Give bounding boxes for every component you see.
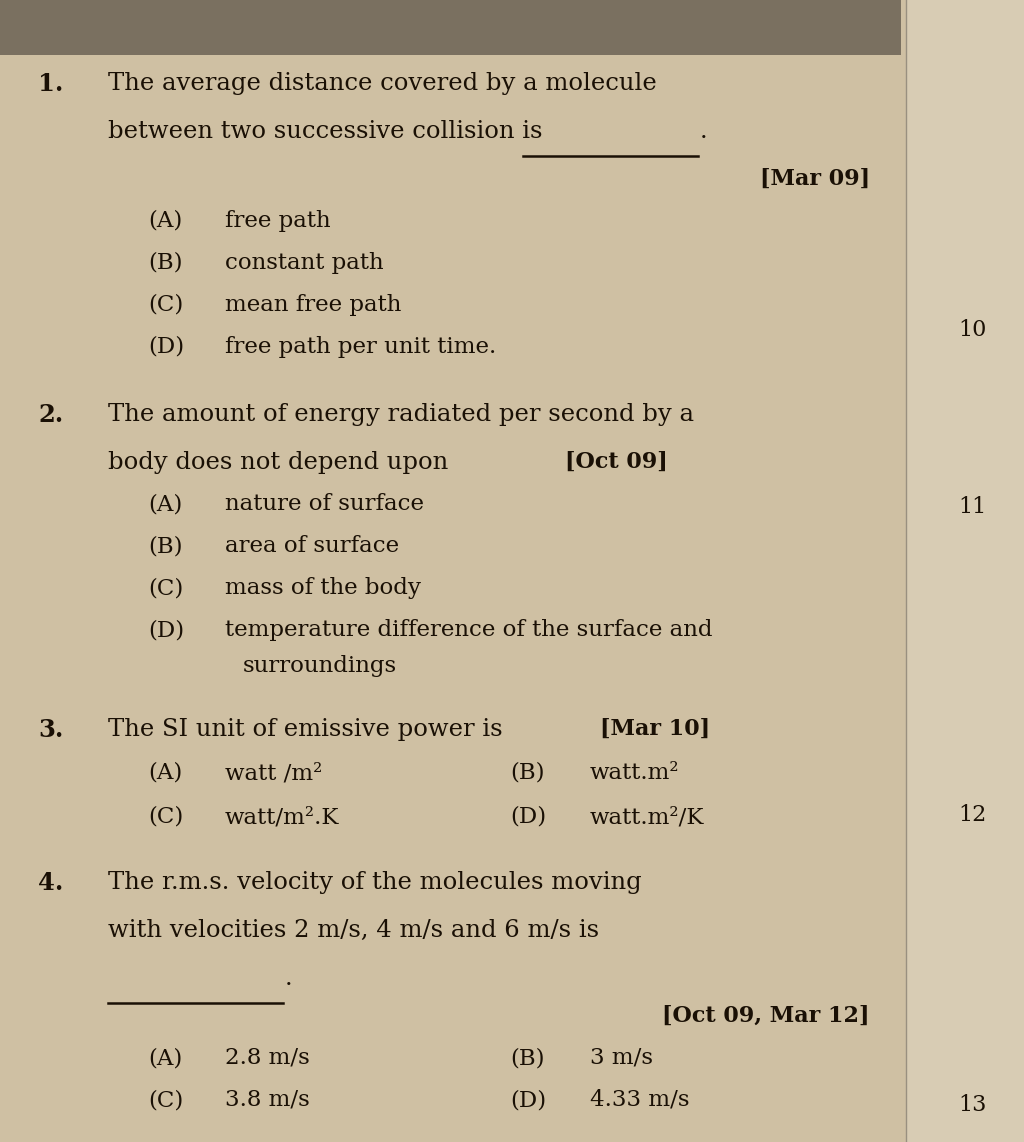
Text: 3.: 3.: [38, 718, 63, 742]
Text: area of surface: area of surface: [225, 534, 399, 557]
Text: 13: 13: [958, 1094, 987, 1116]
Text: 4.33 m/s: 4.33 m/s: [590, 1089, 689, 1111]
Text: body does not depend upon: body does not depend upon: [108, 451, 449, 474]
Text: (C): (C): [148, 1089, 183, 1111]
Text: 2.8 m/s: 2.8 m/s: [225, 1047, 309, 1069]
Text: [Mar 09]: [Mar 09]: [760, 168, 870, 190]
Text: (B): (B): [148, 252, 182, 274]
Text: 12: 12: [958, 804, 987, 826]
Text: (D): (D): [510, 806, 546, 828]
Text: watt/m².K: watt/m².K: [225, 806, 339, 828]
Text: 2.: 2.: [38, 403, 63, 427]
Text: (D): (D): [510, 1089, 546, 1111]
Text: (A): (A): [148, 210, 182, 232]
Text: (A): (A): [148, 762, 182, 785]
Text: 11: 11: [958, 496, 987, 518]
Text: The average distance covered by a molecule: The average distance covered by a molecu…: [108, 72, 656, 95]
Text: (A): (A): [148, 493, 182, 515]
Text: (C): (C): [148, 293, 183, 316]
Text: .: .: [285, 967, 293, 990]
Text: with velocities 2 m/s, 4 m/s and 6 m/s is: with velocities 2 m/s, 4 m/s and 6 m/s i…: [108, 919, 599, 942]
Bar: [906, 0, 1024, 1142]
Text: between two successive collision is: between two successive collision is: [108, 120, 543, 143]
Text: [Mar 10]: [Mar 10]: [600, 718, 710, 740]
Text: watt.m²: watt.m²: [590, 762, 680, 785]
Text: (C): (C): [148, 806, 183, 828]
Text: 4.: 4.: [38, 871, 63, 895]
Text: (B): (B): [510, 1047, 545, 1069]
Text: The SI unit of emissive power is: The SI unit of emissive power is: [108, 718, 503, 741]
Text: 10: 10: [958, 319, 987, 341]
Text: [Oct 09]: [Oct 09]: [565, 451, 668, 473]
Text: 3.8 m/s: 3.8 m/s: [225, 1089, 309, 1111]
Text: 1.: 1.: [38, 72, 63, 96]
Text: (A): (A): [148, 1047, 182, 1069]
Text: watt /m²: watt /m²: [225, 762, 323, 785]
Text: (C): (C): [148, 577, 183, 600]
Text: (D): (D): [148, 336, 184, 357]
Text: free path: free path: [225, 210, 331, 232]
Text: mean free path: mean free path: [225, 293, 401, 316]
Text: (B): (B): [148, 534, 182, 557]
Text: mass of the body: mass of the body: [225, 577, 421, 600]
Text: .: .: [700, 120, 708, 143]
Text: 3 m/s: 3 m/s: [590, 1047, 653, 1069]
Text: watt.m²/K: watt.m²/K: [590, 806, 705, 828]
Text: surroundings: surroundings: [243, 656, 397, 677]
Text: constant path: constant path: [225, 252, 384, 274]
Text: (B): (B): [510, 762, 545, 785]
Text: The r.m.s. velocity of the molecules moving: The r.m.s. velocity of the molecules mov…: [108, 871, 642, 894]
Text: The amount of energy radiated per second by a: The amount of energy radiated per second…: [108, 403, 694, 426]
Text: (D): (D): [148, 619, 184, 641]
Bar: [0, 0, 901, 55]
Text: [Oct 09, Mar 12]: [Oct 09, Mar 12]: [663, 1005, 870, 1027]
Text: nature of surface: nature of surface: [225, 493, 424, 515]
Text: free path per unit time.: free path per unit time.: [225, 336, 497, 357]
Text: temperature difference of the surface and: temperature difference of the surface an…: [225, 619, 713, 641]
